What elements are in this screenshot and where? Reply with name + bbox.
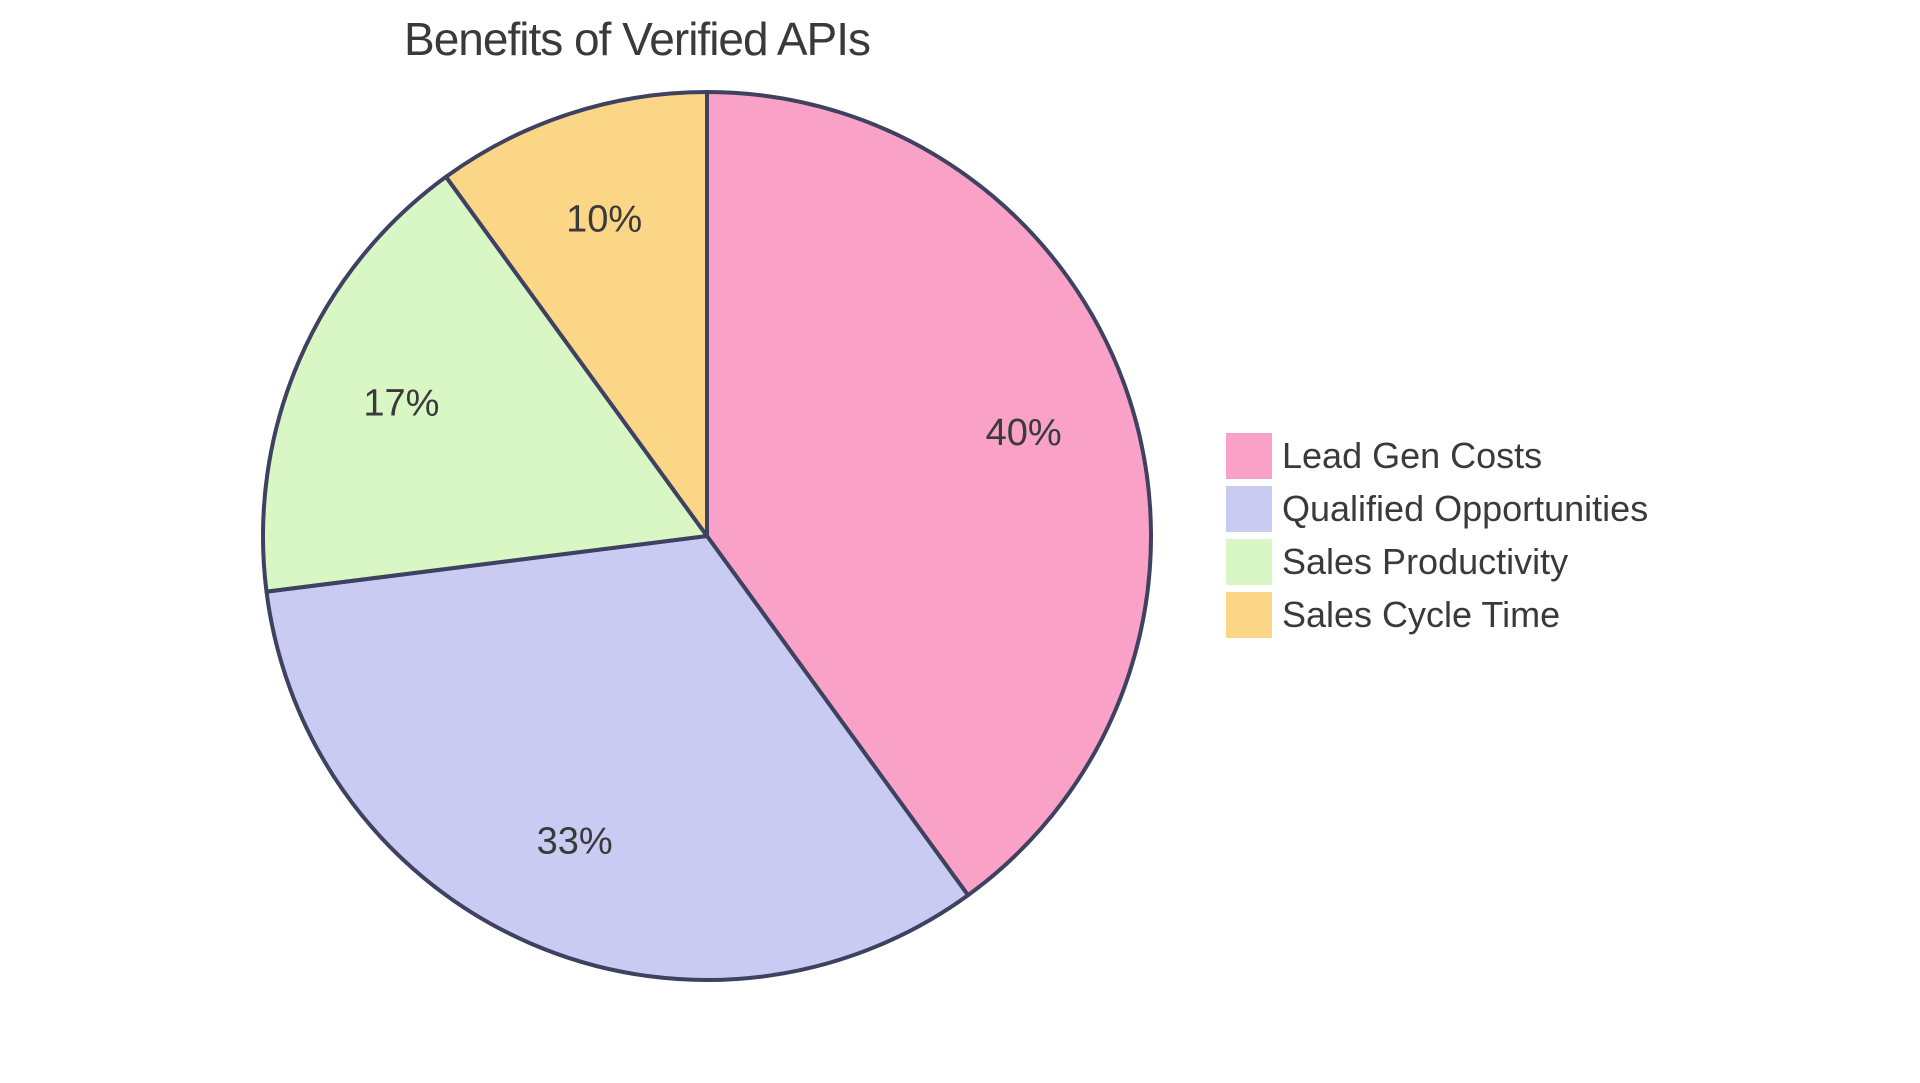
legend-swatch <box>1226 433 1272 479</box>
legend-label: Sales Cycle Time <box>1282 594 1561 635</box>
legend: Lead Gen Costs Qualified Opportunities S… <box>1226 433 1648 638</box>
legend-label: Sales Productivity <box>1282 541 1569 582</box>
legend-swatch <box>1226 539 1272 585</box>
legend-swatch <box>1226 592 1272 638</box>
legend-label: Qualified Opportunities <box>1282 488 1649 529</box>
legend-item-qualified-opportunities: Qualified Opportunities <box>1226 486 1648 532</box>
chart-title: Benefits of Verified APIs <box>404 13 871 65</box>
legend-label: Lead Gen Costs <box>1282 435 1543 476</box>
pie-slice-percent-label-lead-gen-costs: 40% <box>986 412 1062 454</box>
pie-slice-sales-productivity <box>261 174 709 594</box>
legend-item-sales-cycle-time: Sales Cycle Time <box>1226 592 1648 638</box>
pie-slice-sales-cycle-time <box>444 90 709 538</box>
pie-slice-percent-label-sales-productivity: 17% <box>363 383 439 425</box>
pie-slice-lead-gen-costs <box>705 90 1153 898</box>
pie-slice-percent-label-sales-cycle-time: 10% <box>566 198 642 240</box>
legend-item-lead-gen-costs: Lead Gen Costs <box>1226 433 1648 479</box>
legend-item-sales-productivity: Sales Productivity <box>1226 539 1648 585</box>
pie-slice-percent-label-qualified-opportunities: 33% <box>537 821 613 863</box>
legend-swatch <box>1226 486 1272 532</box>
pie-slice-qualified-opportunities <box>264 534 970 982</box>
